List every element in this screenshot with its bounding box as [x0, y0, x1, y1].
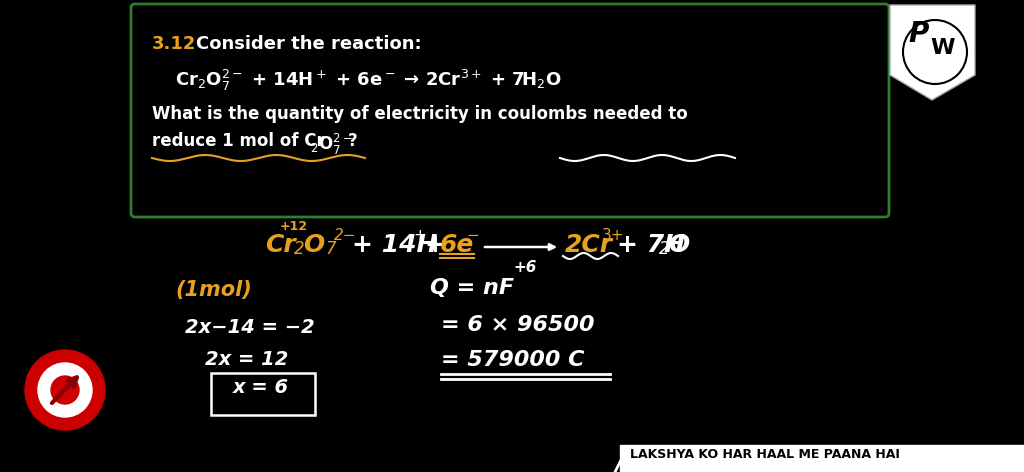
Text: ?: ?	[348, 132, 357, 150]
Text: $_2$O$_7^{2-}$: $_2$O$_7^{2-}$	[310, 132, 352, 157]
Text: 3.12: 3.12	[152, 35, 197, 53]
FancyBboxPatch shape	[211, 373, 315, 415]
Text: W: W	[930, 38, 954, 58]
Text: P: P	[908, 20, 929, 48]
Text: = 579000 C: = 579000 C	[441, 350, 585, 370]
Text: +6: +6	[513, 260, 537, 275]
Text: reduce 1 mol of Cr: reduce 1 mol of Cr	[152, 132, 325, 150]
Text: LAKSHYA KO HAR HAAL ME PAANA HAI: LAKSHYA KO HAR HAAL ME PAANA HAI	[630, 448, 900, 461]
Text: 2: 2	[659, 240, 670, 258]
Text: O: O	[668, 233, 689, 257]
Circle shape	[51, 376, 79, 404]
Text: Cr: Cr	[265, 233, 296, 257]
Text: 6e: 6e	[440, 233, 474, 257]
Text: O: O	[303, 233, 325, 257]
Text: Consider the reaction:: Consider the reaction:	[196, 35, 422, 53]
Text: 2Cr: 2Cr	[565, 233, 613, 257]
Text: = 6 × 96500: = 6 × 96500	[441, 315, 595, 335]
Text: +12: +12	[280, 220, 308, 233]
Bar	[620, 445, 1024, 472]
FancyBboxPatch shape	[131, 4, 889, 217]
Text: Cr$_2$O$_7^{2-}$ + 14H$^+$ + 6e$^-$ → 2Cr$^{3+}$ + 7H$_2$O: Cr$_2$O$_7^{2-}$ + 14H$^+$ + 6e$^-$ → 2C…	[175, 68, 562, 93]
Text: 2: 2	[294, 240, 304, 258]
Circle shape	[25, 350, 105, 430]
Text: 2x−14 = −2: 2x−14 = −2	[185, 318, 314, 337]
Text: 2−: 2−	[334, 228, 356, 243]
Text: +: +	[413, 228, 426, 243]
Circle shape	[38, 363, 92, 417]
Text: 7: 7	[325, 240, 336, 258]
Text: x = 6: x = 6	[233, 378, 289, 397]
Text: −: −	[466, 228, 479, 243]
Text: 2x = 12: 2x = 12	[205, 350, 289, 369]
Text: + 7H: + 7H	[617, 233, 685, 257]
Text: +: +	[424, 233, 445, 257]
Text: Q = nF: Q = nF	[430, 278, 514, 298]
Text: + 14H: + 14H	[352, 233, 437, 257]
Polygon shape	[890, 5, 975, 100]
Text: 3+: 3+	[602, 228, 625, 243]
Text: (1mol): (1mol)	[175, 280, 252, 300]
Text: What is the quantity of electricity in coulombs needed to: What is the quantity of electricity in c…	[152, 105, 688, 123]
